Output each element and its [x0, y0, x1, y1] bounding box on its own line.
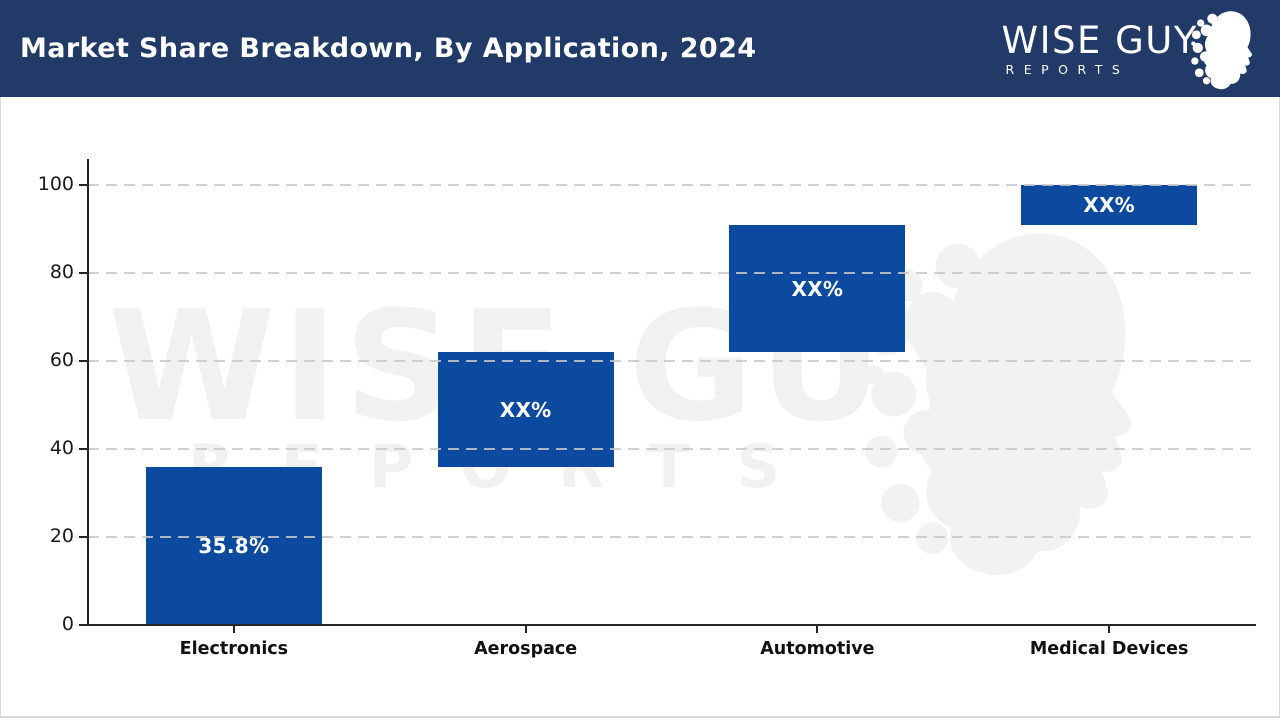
bar: XX%	[1021, 185, 1198, 226]
x-tick-mark	[816, 626, 819, 633]
y-tick-mark	[79, 184, 87, 186]
logo-line2: REPORTS	[1005, 61, 1130, 77]
header-bar: Market Share Breakdown, By Application, …	[0, 0, 1280, 97]
y-tick-mark	[79, 272, 87, 274]
gridline	[88, 536, 1255, 538]
gridline	[88, 272, 1255, 274]
bar-value-label: XX%	[1083, 193, 1136, 218]
y-tick-label: 20	[49, 525, 74, 547]
y-tick-label: 40	[49, 437, 74, 459]
x-tick-mark	[524, 626, 527, 633]
watermark-face-icon	[865, 233, 1132, 576]
bar-value-label: XX%	[499, 397, 552, 422]
logo: WISE GUY REPORTS	[1002, 6, 1270, 92]
logo-line1: WISE GUY	[1001, 18, 1198, 62]
x-tick-mark	[232, 626, 235, 633]
y-axis-line	[87, 159, 89, 626]
edge-border-left	[0, 97, 1, 717]
bar-value-label: XX%	[791, 276, 844, 301]
page-title: Market Share Breakdown, By Application, …	[20, 33, 757, 64]
y-tick-label: 0	[61, 613, 74, 635]
y-tick-mark	[79, 448, 87, 450]
gridline	[88, 448, 1255, 450]
y-tick-mark	[79, 536, 87, 538]
y-tick-label: 80	[49, 261, 74, 283]
bar-value-label: 35.8%	[198, 534, 270, 559]
logo-wordmark: WISE GUY REPORTS	[1002, 22, 1198, 77]
gridline	[88, 360, 1255, 362]
x-axis-label: Automotive	[760, 639, 875, 659]
x-axis-label: Medical Devices	[1029, 639, 1189, 659]
y-tick-label: 60	[49, 349, 74, 371]
edge-border-bottom	[0, 716, 1280, 718]
x-axis-label: Aerospace	[474, 639, 578, 659]
bar: XX%	[729, 225, 906, 353]
bar: XX%	[437, 352, 614, 468]
bar: 35.8%	[145, 467, 322, 625]
x-axis-label: Electronics	[179, 639, 289, 659]
y-tick-label: 100	[37, 173, 74, 195]
gridline	[88, 184, 1255, 186]
x-tick-mark	[1108, 626, 1111, 633]
x-axis-line	[87, 624, 1256, 626]
y-tick-mark	[79, 360, 87, 362]
y-tick-mark	[79, 624, 87, 626]
